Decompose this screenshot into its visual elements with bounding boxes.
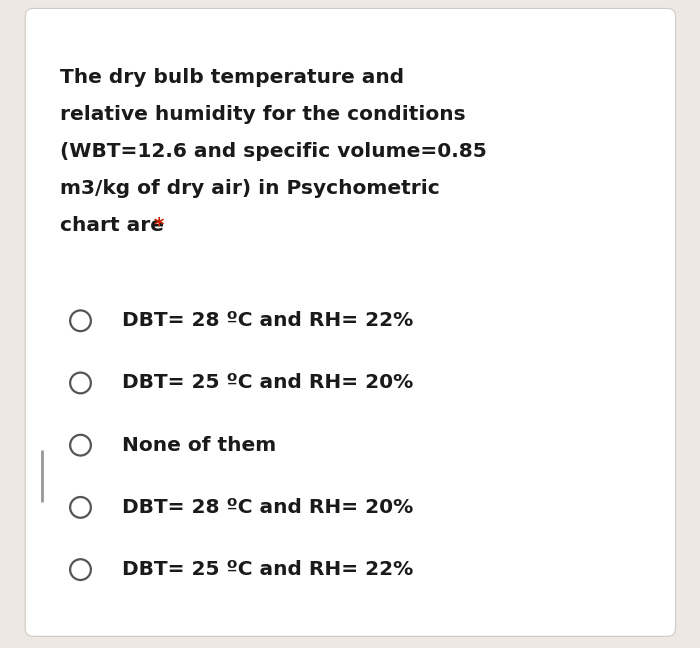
Ellipse shape [70, 559, 91, 580]
Ellipse shape [70, 497, 91, 518]
Text: (WBT=12.6 and specific volume=0.85: (WBT=12.6 and specific volume=0.85 [60, 142, 486, 161]
Text: m3/kg of dry air) in Psychometric: m3/kg of dry air) in Psychometric [60, 179, 440, 198]
Text: DBT= 28 ºC and RH= 22%: DBT= 28 ºC and RH= 22% [122, 311, 414, 330]
Text: chart are: chart are [60, 216, 171, 235]
FancyBboxPatch shape [25, 8, 676, 636]
Text: DBT= 28 ºC and RH= 20%: DBT= 28 ºC and RH= 20% [122, 498, 414, 517]
Text: DBT= 25 ºC and RH= 22%: DBT= 25 ºC and RH= 22% [122, 560, 414, 579]
Text: relative humidity for the conditions: relative humidity for the conditions [60, 105, 465, 124]
Text: DBT= 25 ºC and RH= 20%: DBT= 25 ºC and RH= 20% [122, 373, 414, 393]
Text: *: * [154, 216, 164, 235]
Ellipse shape [70, 310, 91, 331]
Ellipse shape [70, 373, 91, 393]
Ellipse shape [70, 435, 91, 456]
Text: None of them: None of them [122, 435, 276, 455]
Text: The dry bulb temperature and: The dry bulb temperature and [60, 68, 404, 87]
